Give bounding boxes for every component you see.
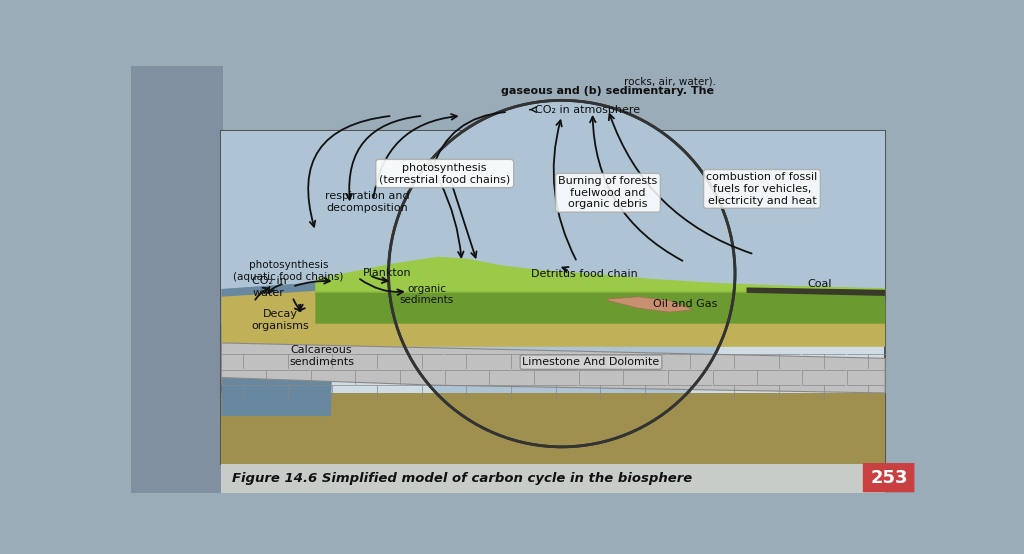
- Polygon shape: [221, 281, 361, 324]
- Text: 253: 253: [870, 469, 907, 486]
- Polygon shape: [131, 66, 223, 493]
- Polygon shape: [221, 131, 885, 464]
- Polygon shape: [221, 393, 885, 493]
- Polygon shape: [315, 260, 885, 293]
- Polygon shape: [221, 281, 335, 416]
- Polygon shape: [608, 297, 692, 312]
- Text: Plankton: Plankton: [364, 268, 412, 278]
- Text: CO₂ in atmosphere: CO₂ in atmosphere: [535, 105, 640, 115]
- Text: photosynthesis
(terrestrial food chains): photosynthesis (terrestrial food chains): [379, 163, 510, 184]
- Polygon shape: [221, 343, 885, 393]
- Polygon shape: [221, 273, 885, 347]
- Polygon shape: [315, 257, 885, 291]
- Text: Oil and Gas: Oil and Gas: [652, 299, 717, 310]
- Circle shape: [388, 100, 735, 447]
- Text: CO₂ in
water: CO₂ in water: [252, 276, 287, 297]
- Polygon shape: [221, 131, 885, 324]
- Text: rocks, air, water).: rocks, air, water).: [624, 76, 716, 86]
- Polygon shape: [746, 288, 885, 296]
- Text: photosynthesis
(aquatic food chains): photosynthesis (aquatic food chains): [233, 260, 344, 282]
- Text: Figure 14.6 Simplified model of carbon cycle in the biosphere: Figure 14.6 Simplified model of carbon c…: [231, 472, 692, 485]
- Text: Coal: Coal: [808, 279, 831, 289]
- FancyBboxPatch shape: [863, 463, 914, 493]
- Text: respiration and
decomposition: respiration and decomposition: [326, 191, 410, 213]
- Text: gaseous and (b) sedimentary. The: gaseous and (b) sedimentary. The: [502, 86, 715, 96]
- Polygon shape: [221, 464, 885, 493]
- Text: Decay
organisms: Decay organisms: [252, 309, 309, 331]
- Text: Detritus food chain: Detritus food chain: [531, 269, 638, 279]
- Text: combustion of fossil
fuels for vehicles,
electricity and heat: combustion of fossil fuels for vehicles,…: [707, 172, 817, 206]
- Text: Burning of forests
fuelwood and
organic debris: Burning of forests fuelwood and organic …: [558, 176, 657, 209]
- Text: Calcareous
sendiments: Calcareous sendiments: [289, 345, 354, 367]
- Polygon shape: [315, 264, 885, 324]
- Text: organic
sediments: organic sediments: [400, 284, 454, 305]
- Polygon shape: [131, 66, 920, 493]
- Text: Limestone And Dolomite: Limestone And Dolomite: [522, 357, 659, 367]
